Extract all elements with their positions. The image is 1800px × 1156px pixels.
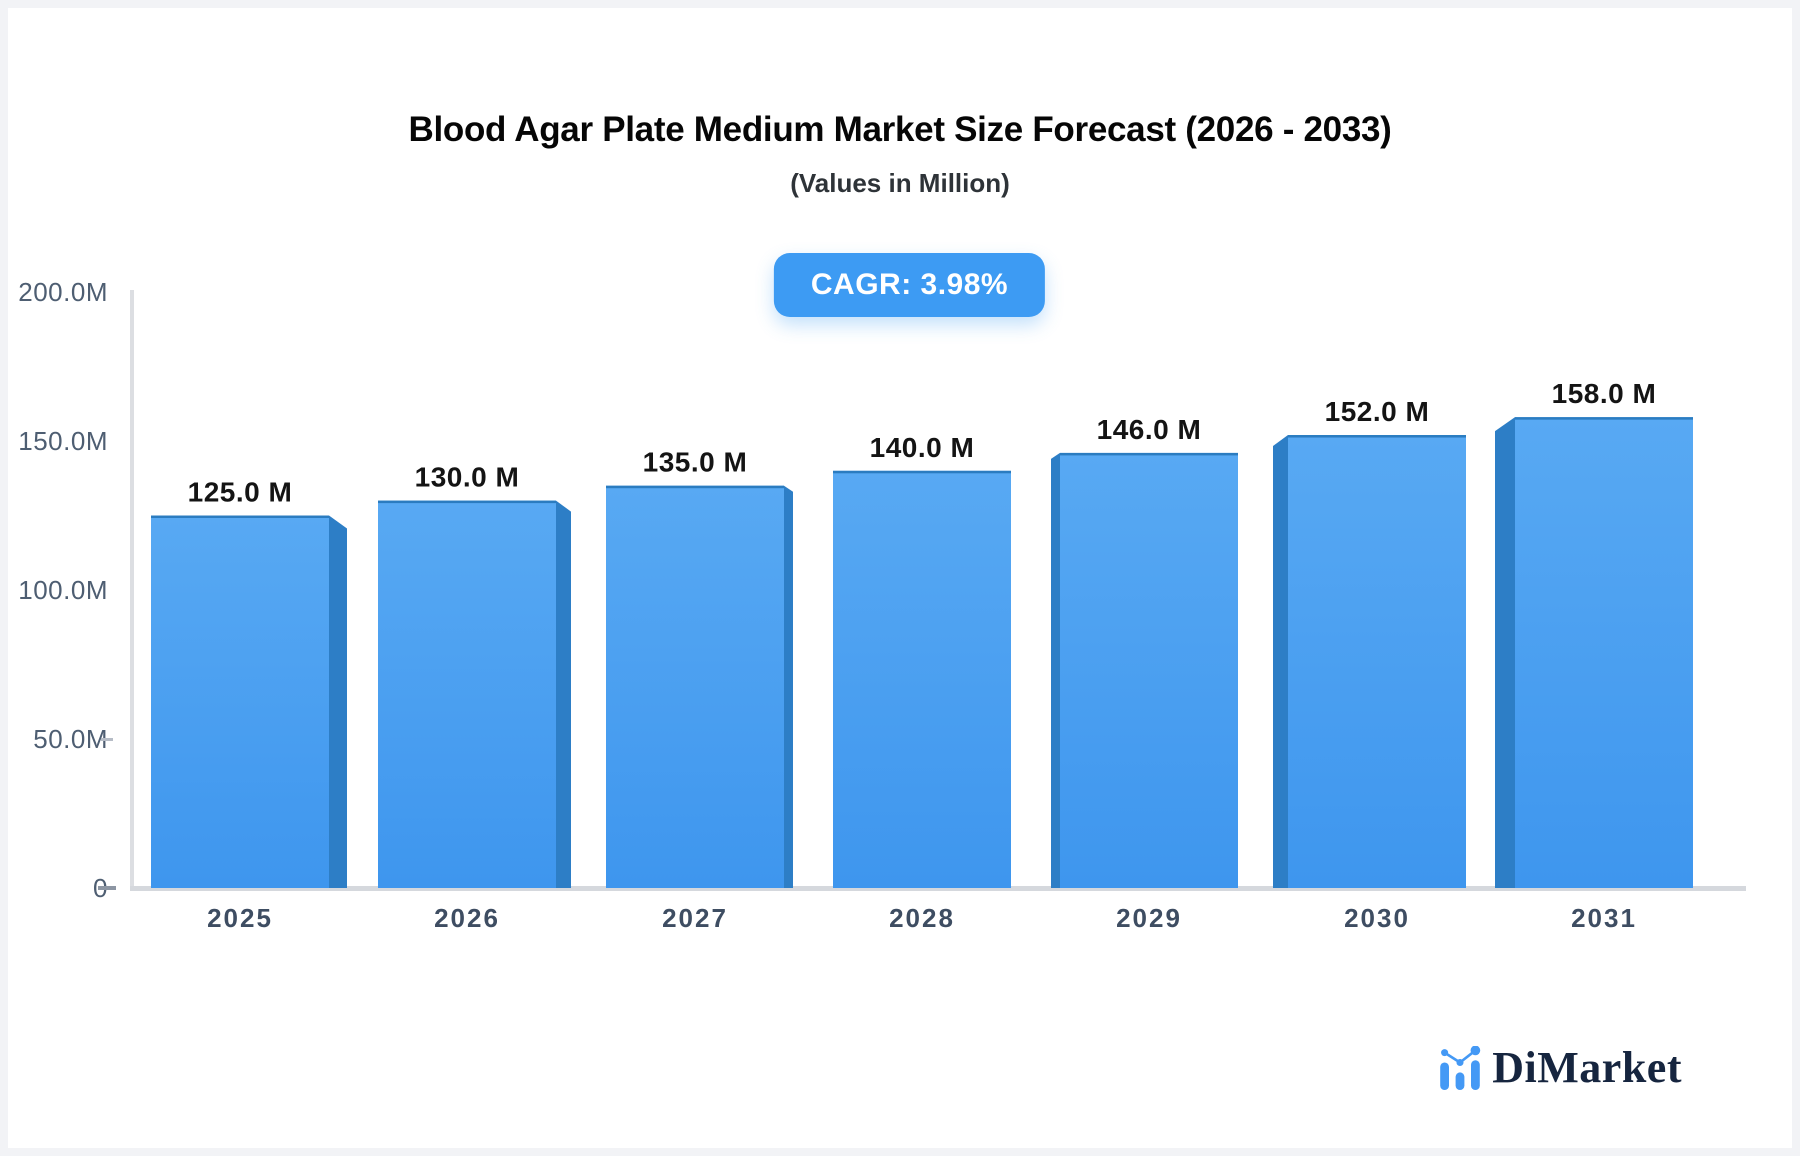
x-axis-category-label: 2027 bbox=[662, 903, 728, 933]
bar-top-edge bbox=[606, 485, 784, 489]
chart-subtitle: (Values in Million) bbox=[790, 168, 1010, 198]
bar bbox=[1060, 452, 1238, 888]
bar bbox=[833, 470, 1011, 888]
bar-value-label: 130.0 M bbox=[415, 462, 520, 493]
x-axis-category-label: 2028 bbox=[889, 903, 955, 933]
bar-value-label: 125.0 M bbox=[188, 477, 293, 508]
bar bbox=[1288, 435, 1466, 888]
bar-top-edge bbox=[833, 470, 1011, 474]
cagr-badge: CAGR: 3.98% bbox=[773, 253, 1046, 317]
chart-title: Blood Agar Plate Medium Market Size Fore… bbox=[408, 110, 1392, 149]
y-axis-tick-label: 100.0M bbox=[18, 575, 108, 605]
x-axis-line bbox=[130, 886, 1746, 891]
bar bbox=[151, 515, 329, 888]
bar-value-label: 146.0 M bbox=[1097, 414, 1202, 445]
bar-side-panel bbox=[329, 515, 347, 888]
bar-side-panel bbox=[1273, 435, 1288, 888]
x-axis-category-label: 2031 bbox=[1571, 903, 1637, 933]
bar-value-label: 152.0 M bbox=[1325, 396, 1430, 427]
bar-side-panel bbox=[556, 500, 571, 888]
bar bbox=[1515, 417, 1693, 888]
y-axis-tick-mark bbox=[98, 886, 116, 890]
bar-top-edge bbox=[1060, 452, 1238, 456]
bar-side-panel bbox=[1495, 417, 1515, 888]
x-axis-category-label: 2030 bbox=[1344, 903, 1410, 933]
bar-side-panel bbox=[784, 485, 793, 888]
bar-top-edge bbox=[1288, 435, 1466, 438]
y-axis-line bbox=[130, 290, 134, 888]
x-axis-category-label: 2029 bbox=[1116, 903, 1182, 933]
bar-value-label: 140.0 M bbox=[870, 432, 975, 463]
brand-logo-text: DiMarket bbox=[1492, 1043, 1682, 1092]
y-axis-tick-label: 200.0M bbox=[18, 277, 108, 307]
x-axis-category-label: 2026 bbox=[434, 903, 500, 933]
bar-value-label: 135.0 M bbox=[643, 447, 748, 478]
y-axis-tick-label: 50.0M bbox=[33, 724, 108, 754]
brand-logo: DiMarket bbox=[1438, 1042, 1682, 1093]
y-axis-tick-mark bbox=[101, 738, 113, 741]
mini-bar-line-chart-icon bbox=[1440, 1045, 1481, 1090]
bar-top-edge bbox=[151, 515, 329, 518]
x-axis-category-label: 2025 bbox=[207, 903, 273, 933]
bar-top-edge bbox=[378, 500, 556, 504]
bar-top-edge bbox=[1515, 417, 1693, 420]
bar bbox=[378, 500, 556, 888]
bar-value-label: 158.0 M bbox=[1552, 378, 1657, 409]
bar bbox=[606, 485, 784, 888]
bar-side-panel bbox=[1051, 452, 1060, 888]
y-axis-tick-label: 150.0M bbox=[18, 426, 108, 456]
